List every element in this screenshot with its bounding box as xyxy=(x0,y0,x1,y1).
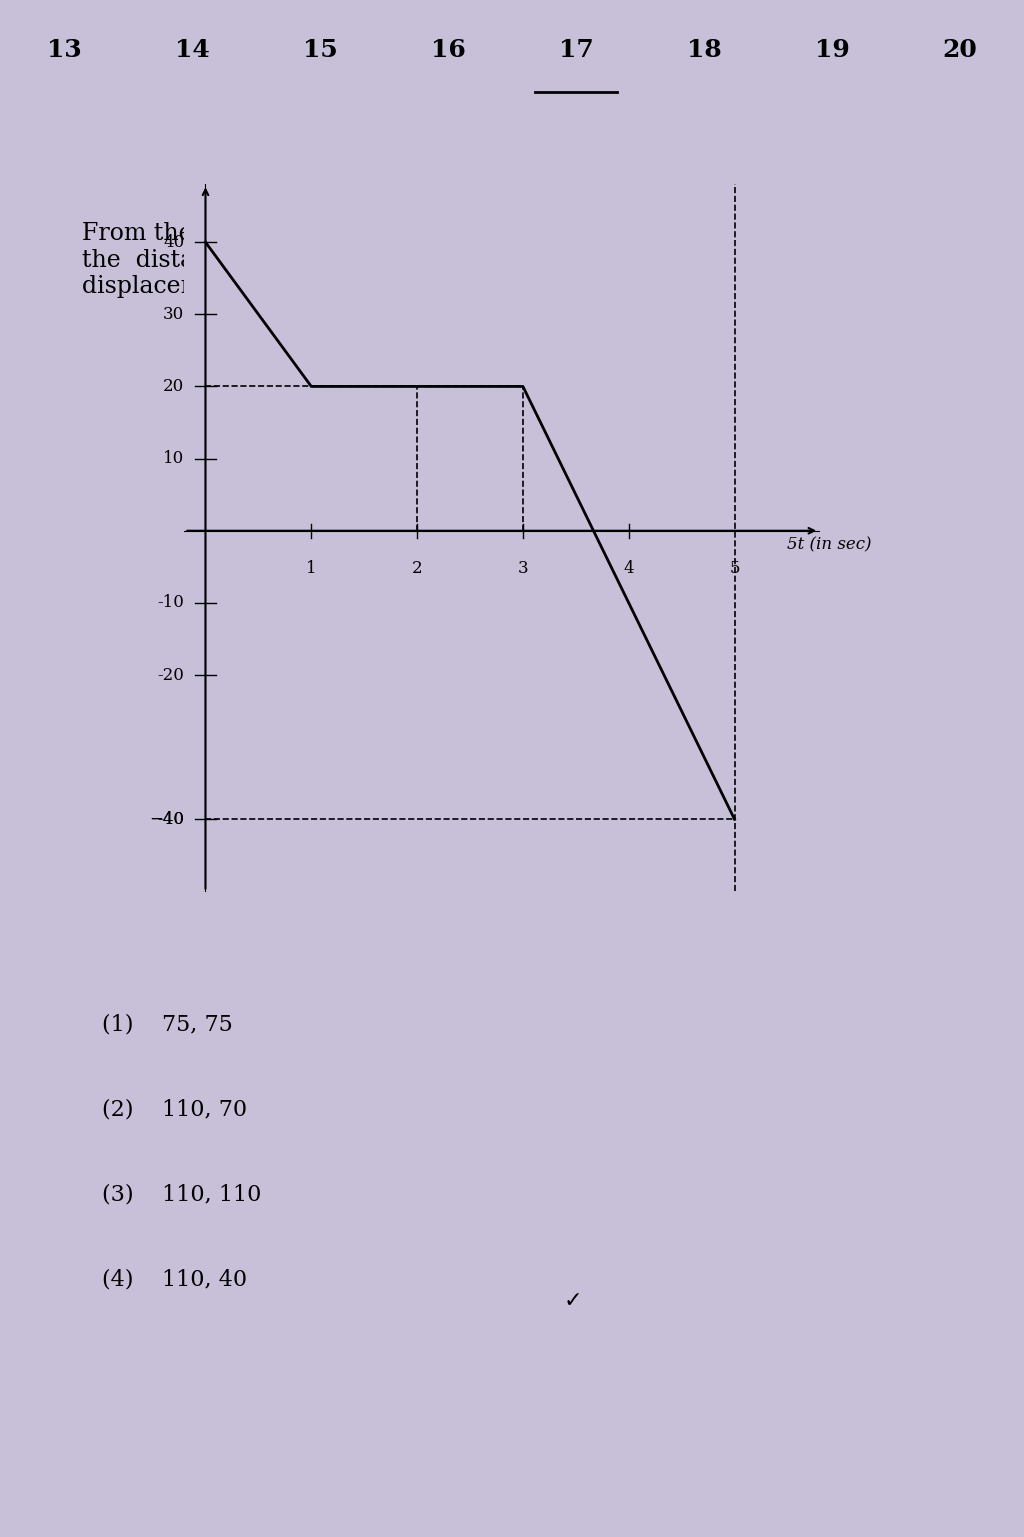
Text: (3)    110, 110: (3) 110, 110 xyxy=(102,1183,262,1205)
Text: 2: 2 xyxy=(412,559,423,576)
Text: 1: 1 xyxy=(306,559,316,576)
Text: 17: 17 xyxy=(559,38,593,61)
Text: 3: 3 xyxy=(517,559,528,576)
Text: 13: 13 xyxy=(47,38,81,61)
Text: -20: -20 xyxy=(158,667,184,684)
Text: -40: -40 xyxy=(158,812,184,828)
Text: 18: 18 xyxy=(687,38,721,61)
Text: From the following velocity time graph of a body
the  distance  travelled  by  t: From the following velocity time graph o… xyxy=(82,221,671,298)
Text: 4: 4 xyxy=(624,559,634,576)
Text: (2)    110, 70: (2) 110, 70 xyxy=(102,1099,248,1120)
Text: 20: 20 xyxy=(163,378,184,395)
Text: 16: 16 xyxy=(431,38,465,61)
Text: (4)    110, 40: (4) 110, 40 xyxy=(102,1268,248,1291)
Text: (1)    75, 75: (1) 75, 75 xyxy=(102,1014,233,1036)
Text: $\checkmark$: $\checkmark$ xyxy=(563,1290,580,1310)
Text: -10: -10 xyxy=(158,595,184,612)
Text: 5t (in sec): 5t (in sec) xyxy=(787,536,872,553)
Text: 10: 10 xyxy=(163,450,184,467)
Text: 30: 30 xyxy=(163,306,184,323)
Text: 20: 20 xyxy=(943,38,977,61)
Text: 14: 14 xyxy=(175,38,209,61)
Text: 40: 40 xyxy=(163,234,184,251)
Text: −40: −40 xyxy=(150,812,184,828)
Text: 5: 5 xyxy=(729,559,739,576)
Text: 15: 15 xyxy=(303,38,337,61)
Text: 19: 19 xyxy=(814,38,850,61)
